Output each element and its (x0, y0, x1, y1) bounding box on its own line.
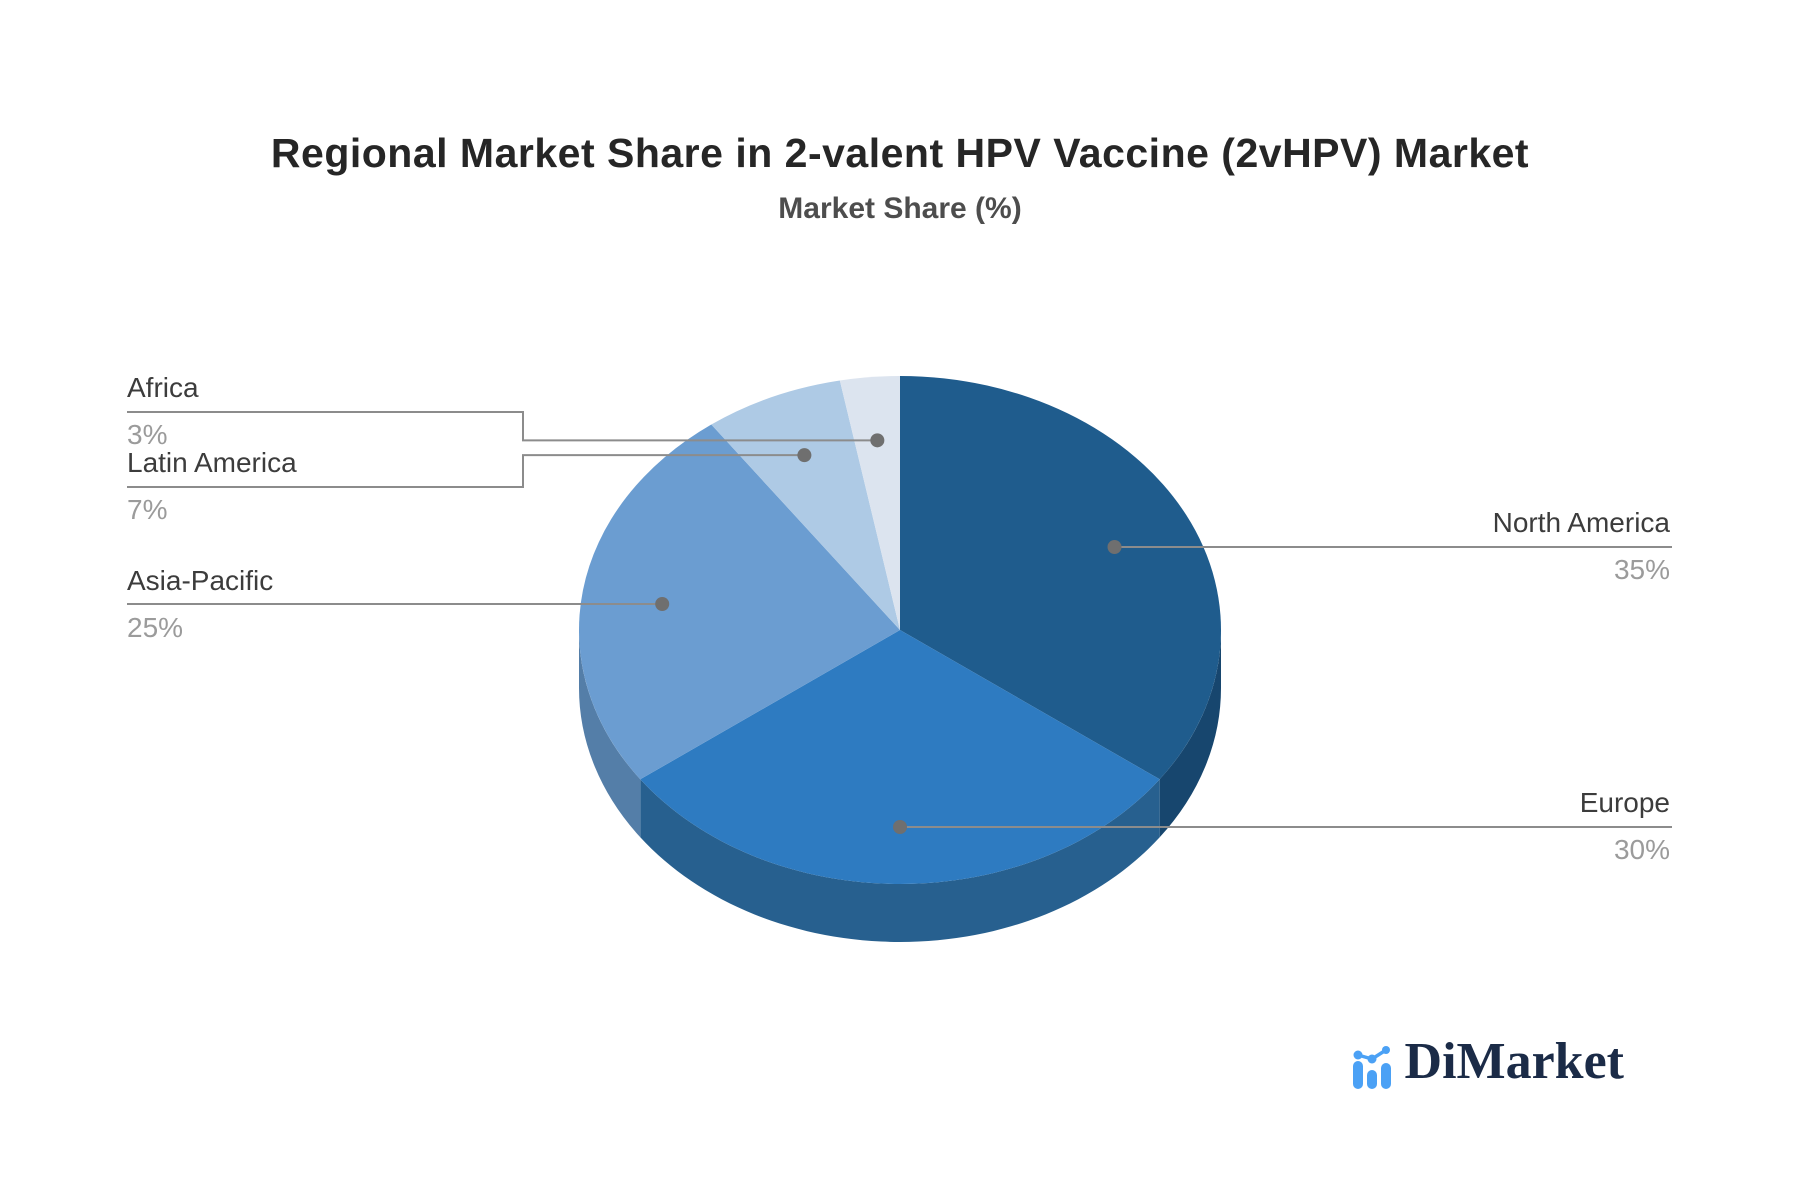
chart-title: Regional Market Share in 2-valent HPV Va… (270, 130, 1530, 176)
brand-logo: DiMarket (1352, 1034, 1624, 1090)
slice-label: Latin America (127, 447, 297, 478)
slice-label: North America (1492, 507, 1670, 538)
pie-slice-north-america[interactable] (900, 376, 1221, 780)
bar-line-chart-icon (1352, 1046, 1392, 1090)
leader-dot-north-america (1107, 540, 1122, 554)
pie-slice-side-asia-pacific (579, 630, 641, 838)
leader-dot-asia-pacific (655, 597, 670, 611)
slice-value: 25% (127, 612, 184, 643)
leader-dot-latin-america (797, 448, 812, 463)
slice-value: 7% (127, 494, 168, 525)
leader-dot-europe (893, 820, 907, 834)
pie-slice-europe[interactable] (640, 630, 1160, 884)
slice-label: Europe (1579, 787, 1670, 818)
pie-slice-side-europe (640, 779, 1160, 942)
pie-slice-asia-pacific[interactable] (579, 424, 900, 780)
slice-label: Africa (127, 372, 199, 403)
leader-dot-africa (870, 433, 885, 448)
slice-label: Asia-Pacific (127, 565, 274, 596)
slice-value: 35% (1613, 554, 1670, 585)
chart-subtitle: Market Share (%) (778, 192, 1022, 225)
pie-slice-side-north-america (1159, 630, 1221, 838)
pie-slice-latin-america[interactable] (711, 380, 900, 630)
brand-name: DiMarket (1404, 1033, 1624, 1090)
slice-value: 3% (127, 419, 168, 450)
leader-line-latin-america (127, 454, 805, 488)
leader-line-africa (127, 411, 878, 442)
slice-value: 30% (1613, 834, 1670, 865)
